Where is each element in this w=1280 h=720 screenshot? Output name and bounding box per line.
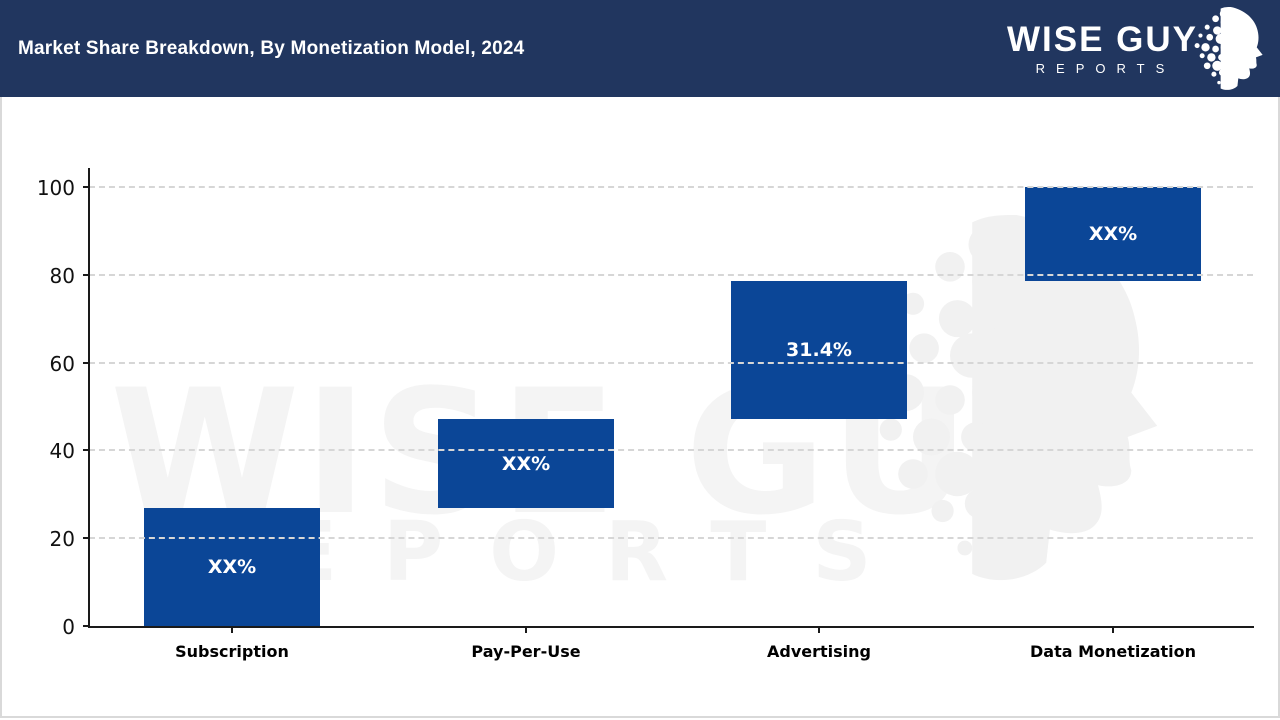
gridline-60 <box>89 361 1253 364</box>
gridline-40 <box>89 449 1253 452</box>
y-tick-label-40: 40 <box>49 439 75 464</box>
bar-value-label-data-monetization: XX% <box>1088 223 1138 246</box>
y-tick-mark-0 <box>83 625 89 627</box>
y-tick-mark-20 <box>83 537 89 540</box>
x-tick-mark-pay-per-use <box>525 626 527 633</box>
gridline-80 <box>89 273 1253 276</box>
x-axis-label-subscription: Subscription <box>175 642 289 661</box>
bar-advertising: 31.4% <box>731 281 907 420</box>
x-axis-label-advertising: Advertising <box>767 642 871 661</box>
y-tick-label-0: 0 <box>62 615 75 639</box>
header-band: Market Share Breakdown, By Monetization … <box>0 0 1280 97</box>
logo-text: WISE GUY REPORTS <box>1007 22 1198 76</box>
page-title: Market Share Breakdown, By Monetization … <box>18 37 525 59</box>
gridline-20 <box>89 537 1253 540</box>
y-tick-mark-60 <box>83 361 89 364</box>
chart-canvas: WISE GUY REPORTS 0 20 40 60 80 100 XX% Subscrip… <box>0 97 1280 718</box>
x-tick-mark-subscription <box>231 626 233 633</box>
wise-guy-reports-logo: WISE GUY REPORTS <box>1007 0 1266 97</box>
y-tick-mark-80 <box>83 273 89 276</box>
bar-value-label-advertising: 31.4% <box>786 339 852 362</box>
y-tick-label-100: 100 <box>36 176 75 200</box>
bar-value-label-pay-per-use: XX% <box>501 452 551 475</box>
bar-subscription: XX% <box>144 507 320 626</box>
bar-pay-per-use: XX% <box>438 419 614 508</box>
x-axis-label-pay-per-use: Pay-Per-Use <box>471 642 581 661</box>
y-tick-label-80: 80 <box>49 263 75 288</box>
y-tick-label-20: 20 <box>49 527 75 552</box>
y-tick-label-60: 60 <box>49 351 75 376</box>
bar-data-monetization: XX% <box>1025 187 1201 282</box>
y-tick-mark-100 <box>83 186 89 188</box>
bar-value-label-subscription: XX% <box>207 555 257 578</box>
logo-wordmark: WISE GUY <box>1006 19 1198 59</box>
x-tick-mark-advertising <box>818 626 820 633</box>
y-axis-line <box>88 168 90 628</box>
logo-subtitle: REPORTS <box>1035 60 1176 76</box>
gridline-100 <box>89 186 1253 188</box>
x-axis-line <box>88 626 1254 628</box>
x-axis-label-data-monetization: Data Monetization <box>1029 642 1197 661</box>
y-tick-mark-40 <box>83 449 89 452</box>
x-tick-mark-data-monetization <box>1112 626 1114 633</box>
